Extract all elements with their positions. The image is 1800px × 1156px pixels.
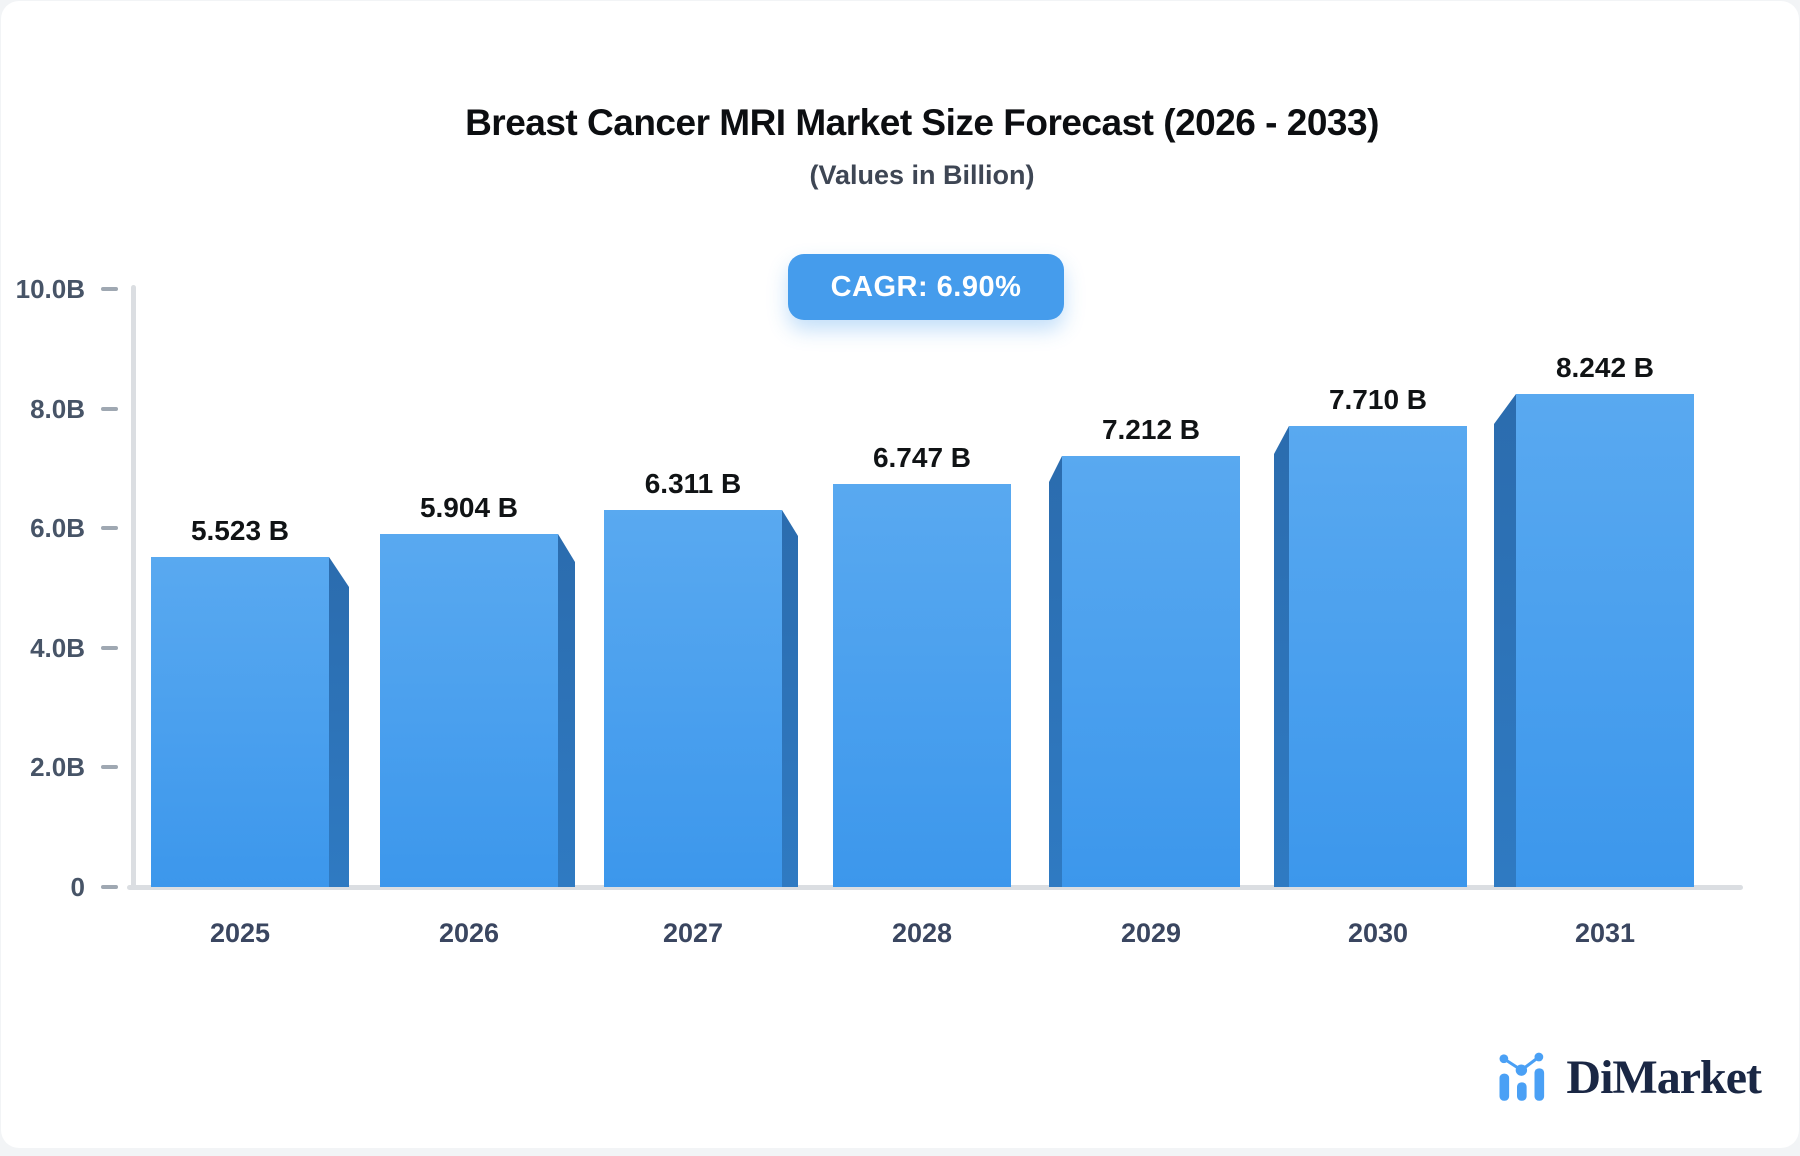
y-axis-tick	[101, 885, 118, 889]
x-axis-baseline	[127, 885, 1743, 890]
y-axis-tick-label: 8.0B	[30, 393, 85, 424]
value-label: 8.242 B	[1555, 352, 1655, 383]
value-label: 7.212 B	[1101, 414, 1201, 445]
dimarket-logo: DiMarket	[1496, 1050, 1762, 1106]
y-axis-tick	[101, 287, 118, 291]
value-label: 6.311 B	[644, 468, 742, 499]
chart-header: Breast Cancer MRI Market Size Forecast (…	[49, 101, 1795, 191]
bar-2029-side	[1049, 456, 1062, 887]
x-axis-label-2027: 2027	[662, 918, 724, 948]
value-label: 5.523 B	[190, 515, 290, 546]
y-axis-tick-label: 0	[70, 872, 85, 902]
chart-subtitle: (Values in Billion)	[809, 160, 1035, 190]
x-axis-label-2029: 2029	[1120, 918, 1182, 948]
bar-2025[interactable]	[151, 557, 329, 887]
x-axis-label-2028: 2028	[891, 918, 953, 948]
cagr-badge: CAGR: 6.90%	[788, 254, 1064, 320]
chart-title: Breast Cancer MRI Market Size Forecast (…	[465, 102, 1379, 143]
bar-2027[interactable]	[604, 510, 782, 887]
bar-line-chart-icon	[1499, 1052, 1545, 1101]
x-axis-label-2030: 2030	[1347, 918, 1409, 948]
x-axis-label-2031: 2031	[1574, 918, 1636, 948]
y-axis-tick-label: 10.0B	[15, 274, 85, 304]
bar-2028[interactable]	[833, 484, 1011, 887]
y-axis-tick	[101, 765, 118, 770]
bar-2030[interactable]	[1289, 426, 1467, 887]
x-axis-label-2026: 2026	[438, 918, 500, 948]
bar-2031-side	[1494, 394, 1516, 887]
value-label: 7.710 B	[1328, 384, 1428, 415]
bar-2027-side	[782, 510, 798, 887]
bar-2026[interactable]	[380, 534, 558, 887]
bar-2030-side	[1274, 426, 1289, 887]
logo-text: DiMarket	[1566, 1051, 1762, 1104]
bar-2029[interactable]	[1062, 456, 1240, 887]
bar-2026-side	[558, 534, 575, 887]
y-axis-tick	[101, 645, 118, 650]
x-axis-label-2025: 2025	[209, 918, 271, 948]
bar-2025-side	[329, 557, 349, 887]
y-axis-line	[131, 285, 136, 890]
y-axis-tick	[101, 406, 118, 411]
value-label: 5.904 B	[419, 492, 519, 523]
value-label: 6.747 B	[872, 442, 972, 473]
y-axis-tick	[101, 526, 118, 531]
bar-2031[interactable]	[1516, 394, 1694, 887]
y-axis-tick-label: 2.0B	[30, 752, 85, 783]
y-axis-tick-label: 6.0B	[30, 513, 85, 544]
y-axis-tick-label: 4.0B	[30, 632, 85, 663]
